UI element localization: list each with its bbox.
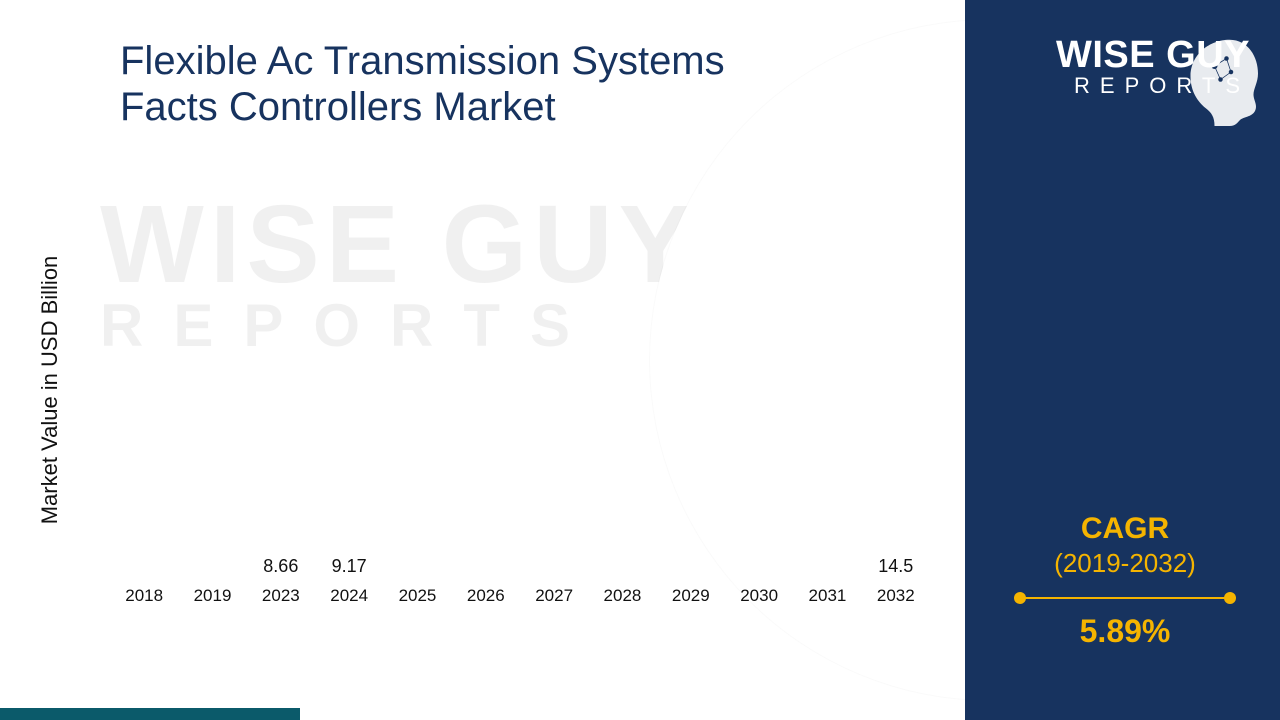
x-tick-label: 2026	[452, 580, 520, 620]
x-tick-label: 2025	[383, 580, 451, 620]
x-axis: 2018201920232024202520262027202820292030…	[110, 580, 930, 620]
bar-slot: 9.17	[315, 556, 383, 580]
bar-slot	[657, 556, 725, 580]
cagr-divider	[1020, 597, 1230, 599]
x-tick-label: 2027	[520, 580, 588, 620]
x-tick-label: 2031	[793, 580, 861, 620]
x-tick-label: 2024	[315, 580, 383, 620]
bar-slot: 8.66	[247, 556, 315, 580]
bar-slot: 14.5	[862, 556, 930, 580]
x-tick-label: 2023	[247, 580, 315, 620]
bar-value-label: 14.5	[878, 556, 913, 576]
y-axis-label: Market Value in USD Billion	[37, 256, 63, 525]
bar-slot	[725, 556, 793, 580]
bar-value-label: 8.66	[263, 556, 298, 576]
bar-value-label: 9.17	[332, 556, 367, 576]
bar-slot	[520, 556, 588, 580]
bar-slot	[110, 556, 178, 580]
bar-slot	[452, 556, 520, 580]
x-tick-label: 2028	[588, 580, 656, 620]
bar-slot	[588, 556, 656, 580]
cagr-label: CAGR	[1000, 512, 1250, 546]
bar-slot	[383, 556, 451, 580]
x-tick-label: 2030	[725, 580, 793, 620]
chart-canvas: WISE GUY REPORTS Flexible Ac Transmissio…	[0, 0, 1280, 720]
bar-chart: Market Value in USD Billion 8.669.1714.5…	[60, 160, 930, 620]
right-brand-panel: WISE GUY REPORTS CAGR (2019-2032) 5.89%	[965, 0, 1280, 720]
cagr-box: CAGR (2019-2032) 5.89%	[1000, 512, 1250, 650]
brand-line2: REPORTS	[990, 73, 1250, 99]
x-tick-label: 2019	[178, 580, 246, 620]
chart-title: Flexible Ac Transmission Systems Facts C…	[120, 38, 780, 130]
plot-area: 8.66 9.17 14.5	[110, 160, 930, 580]
bar-slot	[178, 556, 246, 580]
brand-logo: WISE GUY REPORTS	[990, 34, 1250, 99]
bar-slot	[793, 556, 861, 580]
x-tick-label: 2032	[862, 580, 930, 620]
bars-container: 8.66 9.17 14.5	[110, 160, 930, 580]
brand-line1: WISE GUY	[990, 34, 1250, 77]
x-tick-label: 2029	[657, 580, 725, 620]
bottom-accent-bar	[0, 708, 300, 720]
cagr-value: 5.89%	[1000, 613, 1250, 650]
cagr-period: (2019-2032)	[1000, 548, 1250, 579]
x-tick-label: 2018	[110, 580, 178, 620]
